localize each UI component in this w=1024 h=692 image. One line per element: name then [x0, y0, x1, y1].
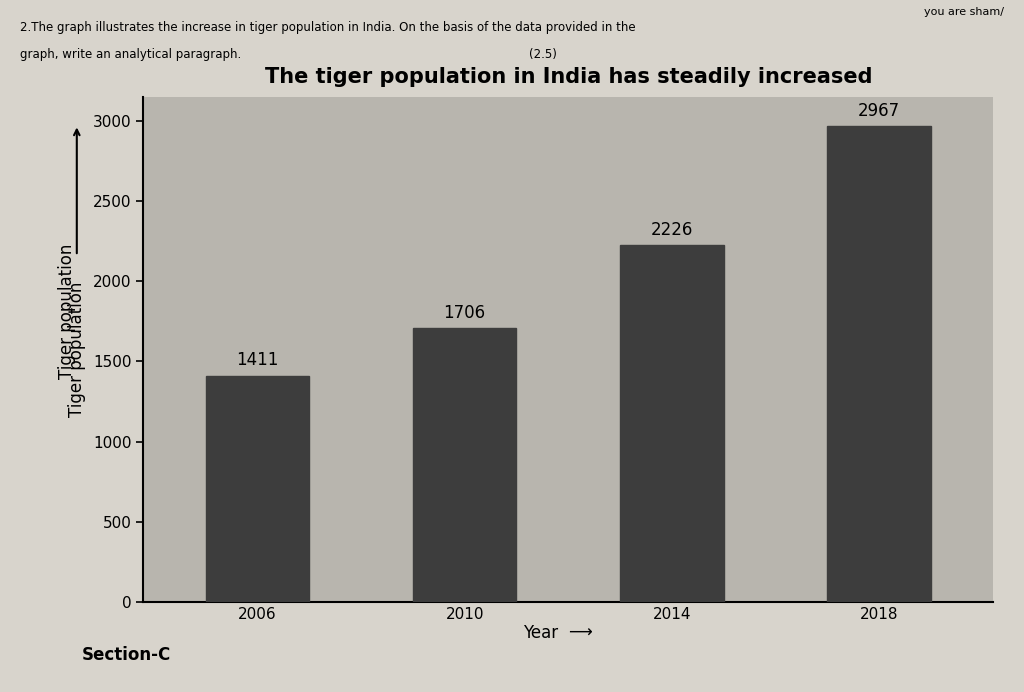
Text: 2.The graph illustrates the increase in tiger population in India. On the basis : 2.The graph illustrates the increase in …	[20, 21, 636, 34]
Bar	[827, 126, 931, 602]
Y-axis label: Tiger population: Tiger population	[68, 282, 86, 417]
Text: graph, write an analytical paragraph.: graph, write an analytical paragraph.	[20, 48, 242, 62]
Text: Tiger population: Tiger population	[57, 244, 76, 379]
Text: ⟶: ⟶	[568, 624, 592, 642]
Text: 2226: 2226	[651, 221, 693, 239]
Text: Year: Year	[523, 624, 558, 642]
Text: (2.5): (2.5)	[528, 48, 557, 62]
Text: 1706: 1706	[443, 304, 485, 322]
Text: Section-C: Section-C	[82, 646, 171, 664]
Bar	[413, 329, 516, 602]
Text: 2967: 2967	[858, 102, 900, 120]
Bar	[206, 376, 309, 602]
Title: The tiger population in India has steadily increased: The tiger population in India has steadi…	[264, 67, 872, 87]
Bar	[621, 245, 724, 602]
Text: 1411: 1411	[237, 352, 279, 370]
Text: you are sham/: you are sham/	[924, 7, 1004, 17]
